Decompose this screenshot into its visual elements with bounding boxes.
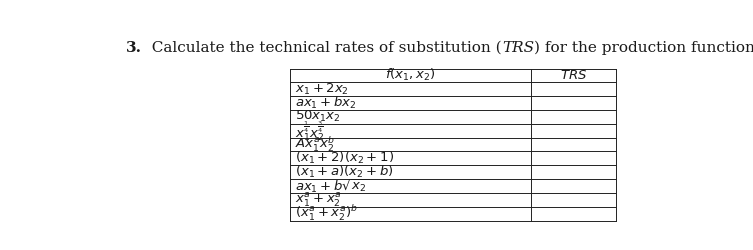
Text: $(x_1^{a} + x_2^{a})^b$: $(x_1^{a} + x_2^{a})^b$: [295, 204, 358, 223]
Text: $x_1^{\frac{1}{4}}x_2^{\frac{3}{4}}$: $x_1^{\frac{1}{4}}x_2^{\frac{3}{4}}$: [295, 119, 325, 142]
Text: $TRS$: $TRS$: [560, 69, 587, 82]
Text: $x_1 + 2x_2$: $x_1 + 2x_2$: [295, 82, 349, 97]
Text: $50x_1x_2$: $50x_1x_2$: [295, 109, 341, 124]
Text: ) for the production functions:: ) for the production functions:: [534, 40, 753, 55]
Text: $f(x_1, x_2)$: $f(x_1, x_2)$: [385, 67, 436, 84]
Text: $(x_1 + a)(x_2 + b)$: $(x_1 + a)(x_2 + b)$: [295, 164, 395, 180]
Text: $ax_1 + bx_2$: $ax_1 + bx_2$: [295, 95, 357, 111]
Text: Calculate the technical rates of substitution (: Calculate the technical rates of substit…: [142, 40, 501, 54]
Text: $(x_1 + 2)(x_2 + 1)$: $(x_1 + 2)(x_2 + 1)$: [295, 150, 395, 166]
Text: TRS: TRS: [501, 40, 534, 54]
Text: $Ax_1^{a}x_2^{b}$: $Ax_1^{a}x_2^{b}$: [295, 135, 336, 154]
Text: 3.: 3.: [127, 40, 142, 54]
Text: $x_1^{a} + x_2^{a}$: $x_1^{a} + x_2^{a}$: [295, 191, 342, 208]
Text: $ax_1 + b\sqrt{x_2}$: $ax_1 + b\sqrt{x_2}$: [295, 177, 370, 195]
